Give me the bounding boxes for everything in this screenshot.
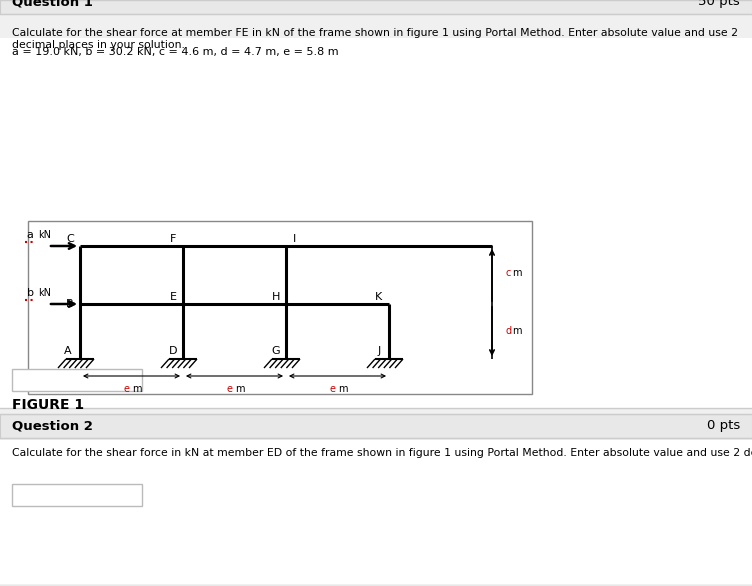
Text: B: B [66, 299, 74, 309]
Text: E: E [169, 292, 177, 302]
Text: c: c [506, 268, 511, 278]
Text: FIGURE 1: FIGURE 1 [12, 398, 84, 412]
Text: J: J [378, 346, 381, 356]
Text: a = 19.0 kN, b = 30.2 kN, c = 4.6 m, d = 4.7 m, e = 5.8 m: a = 19.0 kN, b = 30.2 kN, c = 4.6 m, d =… [12, 47, 338, 57]
Bar [0, 0, 752, 14]
Text: 0 pts: 0 pts [707, 420, 740, 432]
Text: A: A [64, 346, 71, 356]
Text: m: m [512, 326, 521, 336]
Bar [0, 38, 752, 408]
Text: m: m [512, 268, 521, 278]
Text: F: F [170, 234, 176, 244]
Bar [12, 369, 142, 391]
Text: m: m [235, 384, 245, 394]
Text: I: I [293, 234, 296, 244]
Text: 50 pts: 50 pts [699, 0, 740, 9]
Text: d: d [506, 326, 512, 336]
Text: m: m [132, 384, 142, 394]
Text: Question 2: Question 2 [12, 420, 93, 432]
Bar [0, 440, 752, 584]
Text: a: a [26, 230, 33, 240]
Text: Calculate for the shear force in kN at member ED of the frame shown in figure 1 : Calculate for the shear force in kN at m… [12, 448, 752, 458]
Text: C: C [66, 234, 74, 244]
Text: Calculate for the shear force at member FE in kN of the frame shown in figure 1 : Calculate for the shear force at member … [12, 28, 738, 50]
Text: G: G [271, 346, 280, 356]
Text: e: e [329, 384, 335, 394]
Text: kN: kN [38, 288, 51, 298]
Bar [28, 221, 532, 394]
Text: K: K [375, 292, 383, 302]
Text: b: b [26, 288, 34, 298]
Text: e: e [123, 384, 129, 394]
Text: H: H [271, 292, 280, 302]
Text: m: m [338, 384, 348, 394]
Bar [0, 414, 752, 438]
Text: Question 1: Question 1 [12, 0, 93, 9]
Text: D: D [168, 346, 177, 356]
Bar [12, 484, 142, 506]
Text: kN: kN [38, 230, 51, 240]
Text: e: e [226, 384, 232, 394]
